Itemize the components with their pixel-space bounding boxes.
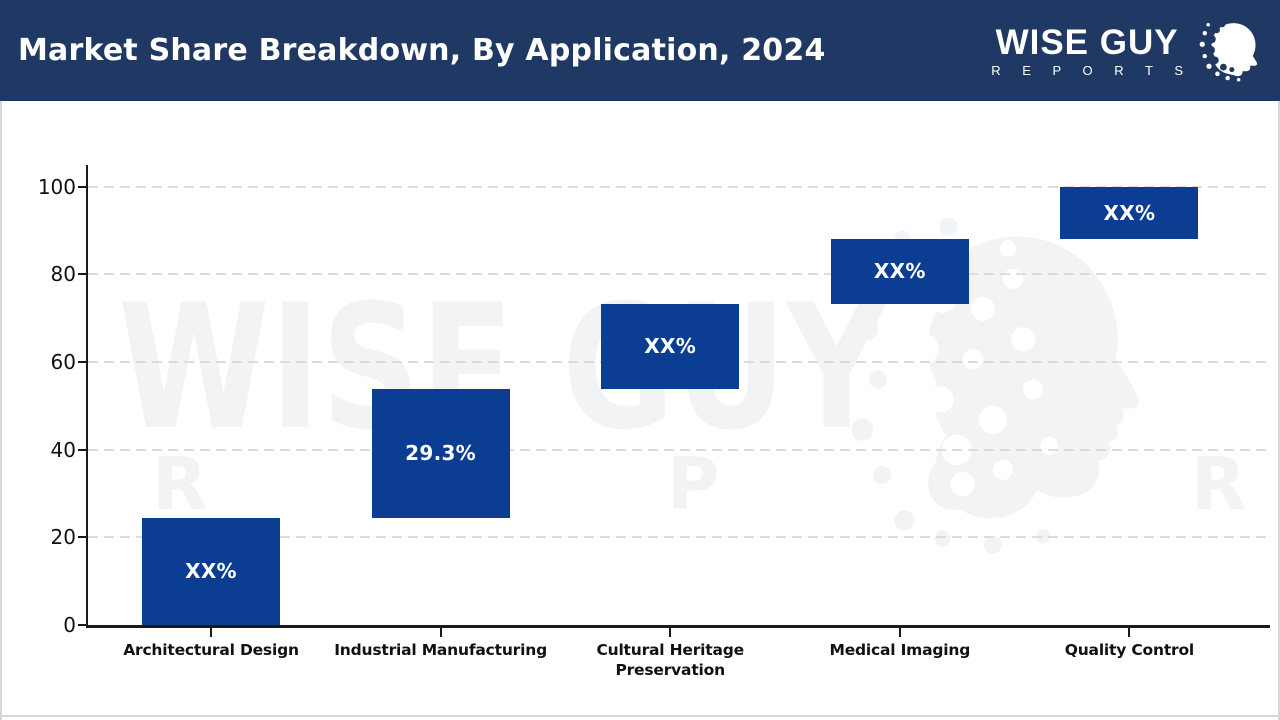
x-axis-category-label-5: Quality Control — [1064, 641, 1195, 659]
y-axis-tick-label-20: 20 — [50, 525, 76, 550]
logo-sub: R E P O R T S — [991, 62, 1192, 78]
y-axis-tick-60 — [78, 360, 86, 363]
bar-3: XX% — [601, 303, 740, 390]
bar-2: 29.3% — [371, 389, 510, 518]
x-axis-tick-2 — [439, 628, 442, 637]
page-border-left — [0, 0, 2, 720]
gridline-80 — [88, 273, 1270, 276]
bar-value-label-1: XX% — [185, 559, 237, 584]
y-axis-tick-80 — [78, 273, 86, 276]
x-axis-tick-3 — [669, 628, 672, 637]
y-axis-spine — [86, 164, 88, 627]
bar-4: XX% — [830, 239, 969, 304]
y-axis-tick-label-60: 60 — [50, 349, 76, 374]
x-axis-tick-5 — [1128, 628, 1131, 637]
x-axis-spine — [86, 625, 1270, 628]
wiseguy-head-icon — [1199, 21, 1258, 82]
bar-1: XX% — [142, 517, 280, 625]
chart-title: Market Share Breakdown, By Application, … — [18, 33, 826, 68]
bar-5: XX% — [1060, 186, 1199, 240]
x-axis-category-label-4: Medical Imaging — [829, 641, 971, 659]
x-axis-tick-1 — [210, 628, 212, 637]
x-axis-category-label-3: Cultural Heritage Preservation — [596, 641, 744, 679]
y-axis-tick-20 — [78, 536, 86, 539]
logo-text: WISE GUY R E P O R T S — [982, 25, 1192, 77]
bar-value-label-2: 29.3% — [405, 441, 477, 466]
x-axis-category-label-1: Architectural Design — [123, 641, 299, 659]
header-bar: Market Share Breakdown, By Application, … — [0, 0, 1280, 101]
y-axis-tick-label-40: 40 — [50, 437, 76, 462]
bar-value-label-3: XX% — [644, 334, 697, 359]
wiseguy-logo: WISE GUY R E P O R T S — [982, 13, 1264, 89]
bar-value-label-4: XX% — [873, 259, 926, 284]
y-axis-tick-100 — [78, 185, 86, 188]
page-border-bottom — [0, 715, 1280, 717]
page-border-right — [1278, 0, 1280, 720]
y-axis-tick-40 — [78, 448, 86, 451]
gridline-20 — [88, 536, 1270, 539]
gridline-40 — [88, 448, 1270, 451]
x-axis-category-label-2: Industrial Manufacturing — [334, 641, 547, 659]
y-axis-tick-0 — [78, 624, 86, 626]
y-axis-tick-label-80: 80 — [50, 262, 76, 287]
bar-value-label-5: XX% — [1103, 200, 1156, 225]
y-axis-tick-label-100: 100 — [37, 174, 76, 199]
gridline-100 — [88, 185, 1270, 188]
x-axis-tick-4 — [898, 628, 901, 637]
y-axis-tick-label-0: 0 — [63, 613, 76, 637]
logo-name: WISE GUY — [995, 22, 1179, 62]
watermark-head-icon — [852, 218, 1139, 554]
